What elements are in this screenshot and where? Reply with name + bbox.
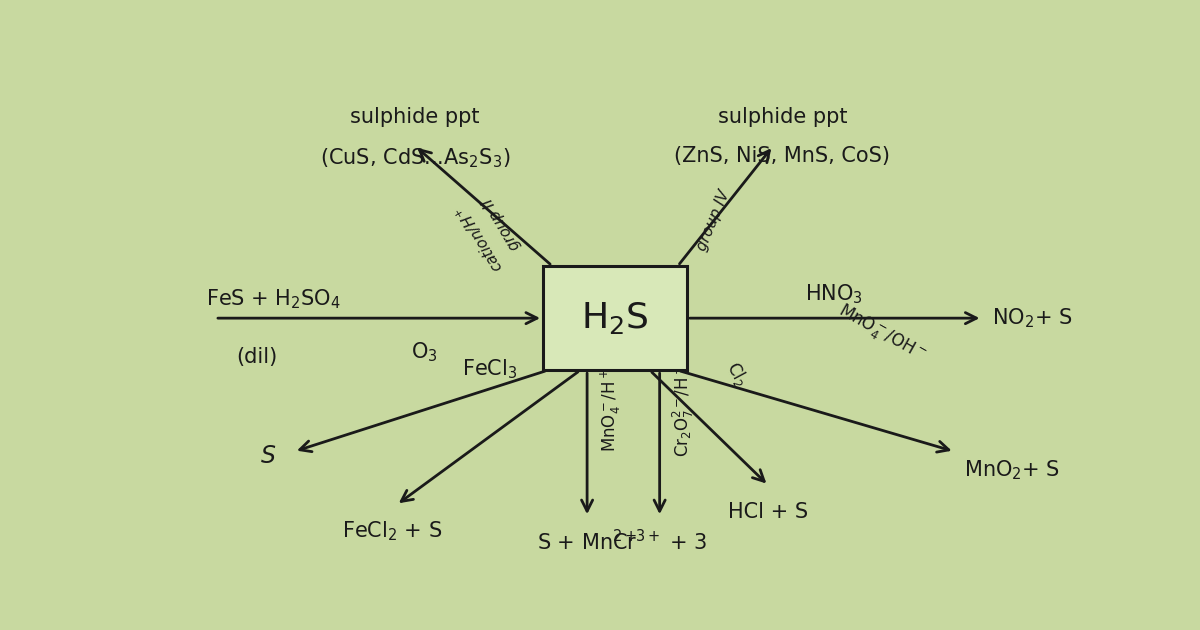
- Text: group IV: group IV: [694, 188, 732, 253]
- Text: NO$_2$+ S: NO$_2$+ S: [991, 306, 1072, 330]
- Text: MnO$_4^-$/OH$^-$: MnO$_4^-$/OH$^-$: [834, 300, 929, 367]
- Text: (dil): (dil): [236, 347, 277, 367]
- Text: (CuS, CdS...As$_2$S$_3$): (CuS, CdS...As$_2$S$_3$): [320, 146, 510, 169]
- Text: Cr$^{3+}$ + 3: Cr$^{3+}$ + 3: [612, 529, 708, 554]
- Text: group II: group II: [480, 195, 523, 253]
- Text: FeS + H$_2$SO$_4$: FeS + H$_2$SO$_4$: [206, 287, 341, 311]
- Text: MnO$_4^-$/H$^+$: MnO$_4^-$/H$^+$: [599, 369, 623, 452]
- Text: S + Mn$^{2+}$: S + Mn$^{2+}$: [536, 529, 637, 554]
- Text: (ZnS, NiS, MnS, CoS): (ZnS, NiS, MnS, CoS): [674, 146, 890, 166]
- Text: MnO$_2$+ S: MnO$_2$+ S: [964, 459, 1060, 483]
- Text: HCl + S: HCl + S: [728, 503, 809, 522]
- Text: H$_2$S: H$_2$S: [581, 300, 649, 336]
- Text: sulphide ppt: sulphide ppt: [718, 106, 847, 127]
- Text: Cl$_2$: Cl$_2$: [722, 358, 752, 390]
- Text: HNO$_3$: HNO$_3$: [804, 282, 863, 306]
- Text: O$_3$: O$_3$: [412, 341, 438, 364]
- Text: cation/H$^+$: cation/H$^+$: [452, 201, 506, 275]
- Text: FeCl$_3$: FeCl$_3$: [462, 358, 517, 381]
- Text: Cr$_2$O$_7^{2-}$/H$^+$: Cr$_2$O$_7^{2-}$/H$^+$: [671, 364, 696, 457]
- Text: FeCl$_2$ + S: FeCl$_2$ + S: [342, 520, 442, 543]
- Text: S: S: [260, 444, 276, 468]
- Bar: [542, 266, 688, 370]
- Text: sulphide ppt: sulphide ppt: [350, 106, 480, 127]
